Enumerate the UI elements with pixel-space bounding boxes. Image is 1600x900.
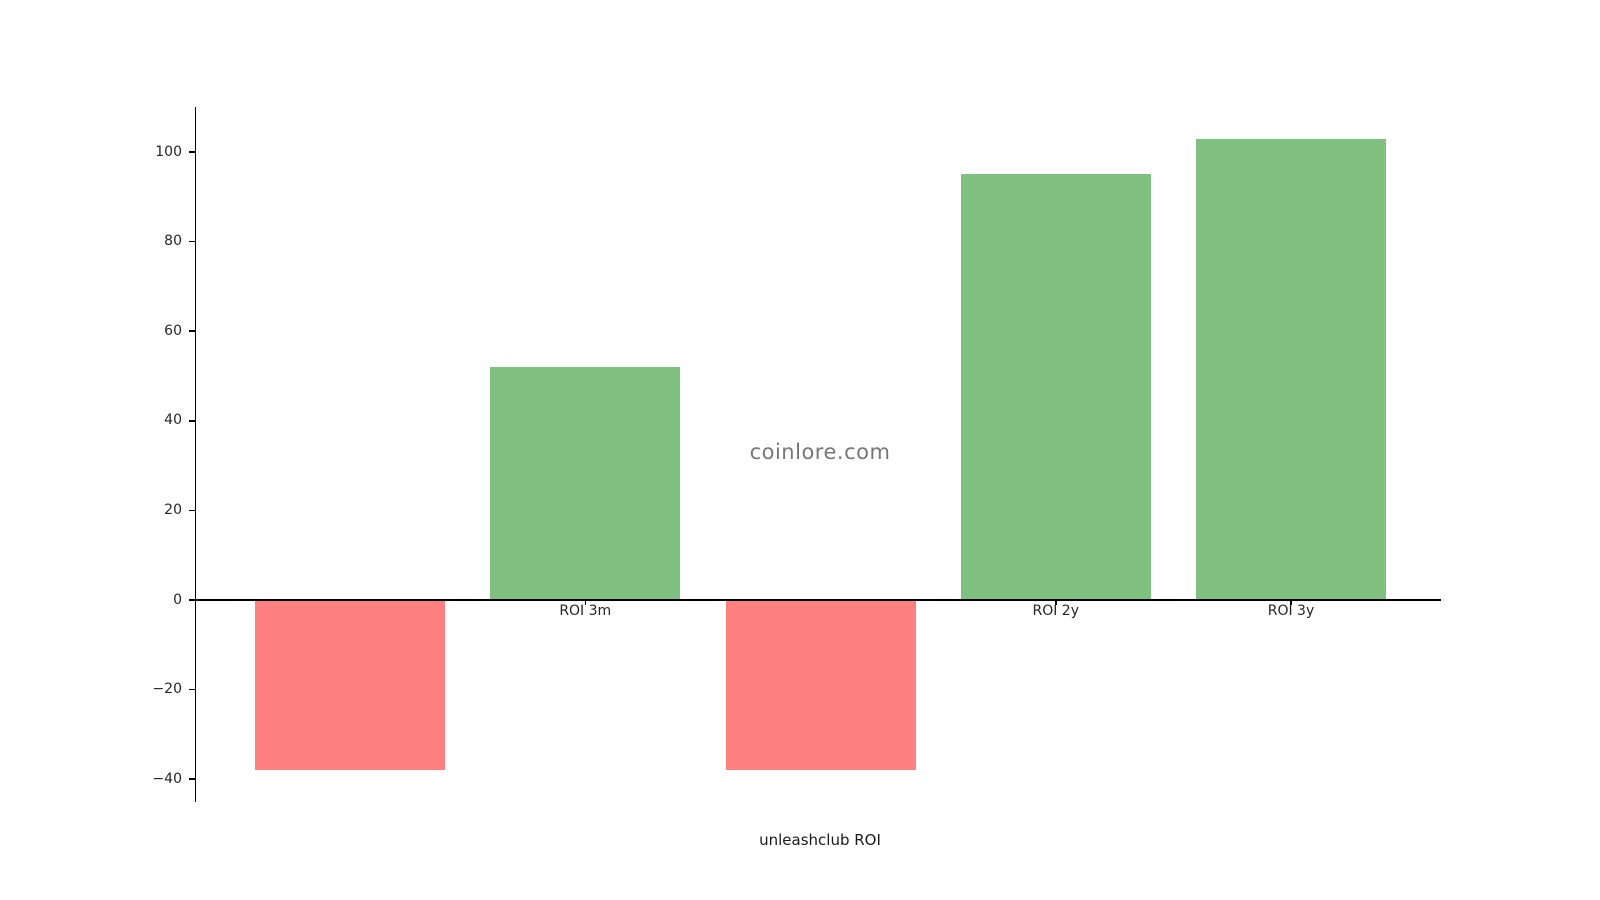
bar-1 [255,600,445,771]
x-tick-mark [1290,600,1292,605]
bar-roi-3m [490,367,681,600]
bar-roi-2y [960,174,1151,600]
x-axis-title: unleashclub ROI [759,831,881,849]
bar-3 [725,600,916,771]
x-tick-label-roi-3y: ROI 3y [1267,603,1315,619]
y-tick-mark [189,509,195,512]
y-tick-mark [189,420,195,422]
y-tick-mark [189,240,195,243]
x-tick-label-roi-2y: ROI 2y [1032,603,1080,619]
y-tick-label: −40 [152,770,182,787]
y-tick-label: 100 [155,143,182,160]
x-tick-mark [1055,600,1057,605]
y-axis-line [194,107,196,802]
y-tick-label: −20 [152,681,182,698]
y-tick-label: 40 [164,412,182,429]
y-tick-label: 0 [173,591,182,608]
x-tick-label-roi-3m: ROI 3m [559,603,612,619]
y-tick-label: 20 [164,501,182,518]
y-tick-mark [189,778,195,780]
y-tick-mark [189,599,195,601]
watermark: coinlore.com [749,440,891,464]
bar-roi-3y [1196,138,1386,600]
x-tick-mark [584,600,586,605]
y-tick-label: 60 [164,322,182,339]
y-tick-mark [189,688,195,691]
y-tick-label: 80 [164,233,182,250]
y-tick-mark [189,151,195,153]
x-axis-line [196,599,1441,601]
y-tick-mark [189,330,195,332]
